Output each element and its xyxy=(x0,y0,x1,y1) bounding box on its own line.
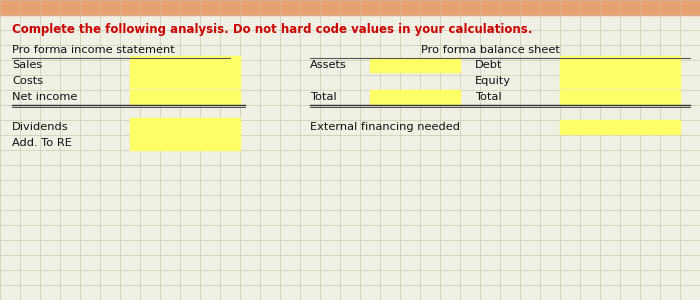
Text: Equity: Equity xyxy=(475,76,511,86)
Bar xyxy=(0,0,700,15)
Text: Total: Total xyxy=(310,92,337,102)
Bar xyxy=(560,56,680,88)
Text: Complete the following analysis. Do not hard code values in your calculations.: Complete the following analysis. Do not … xyxy=(12,23,533,36)
Text: Net income: Net income xyxy=(12,92,78,102)
Text: Sales: Sales xyxy=(12,60,42,70)
Text: External financing needed: External financing needed xyxy=(310,122,460,132)
Text: Total: Total xyxy=(475,92,502,102)
Text: Costs: Costs xyxy=(12,76,43,86)
Text: Pro forma income statement: Pro forma income statement xyxy=(12,45,175,55)
Bar xyxy=(130,56,240,88)
Text: Debt: Debt xyxy=(475,60,503,70)
Bar xyxy=(560,90,680,104)
Text: Pro forma balance sheet: Pro forma balance sheet xyxy=(421,45,559,55)
Bar xyxy=(560,120,680,134)
Bar xyxy=(130,90,240,104)
Text: Assets: Assets xyxy=(310,60,347,70)
Text: Dividends: Dividends xyxy=(12,122,69,132)
Text: Add. To RE: Add. To RE xyxy=(12,138,72,148)
Bar xyxy=(130,118,240,150)
Bar xyxy=(370,90,460,104)
Bar xyxy=(370,58,460,72)
